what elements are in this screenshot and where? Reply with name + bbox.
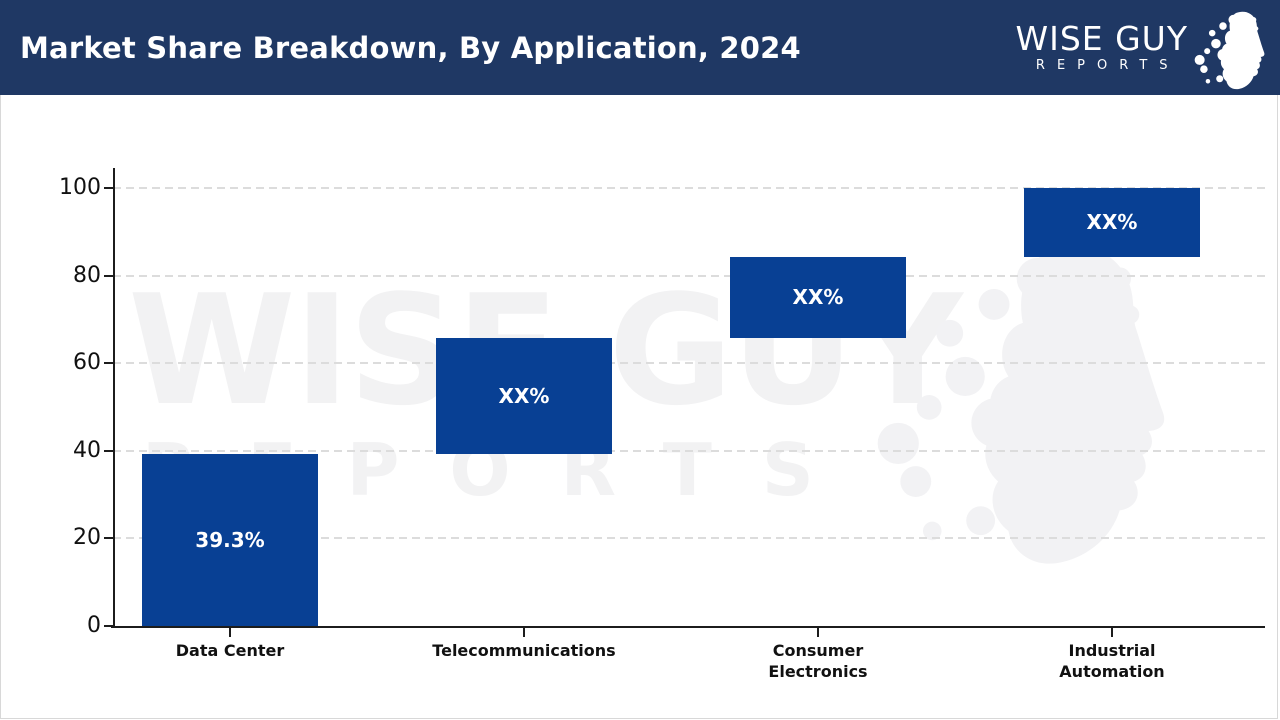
logo-subtitle: REPORTS	[1035, 57, 1180, 73]
category-label-line: Telecommunications	[432, 641, 616, 660]
header-bar: Market Share Breakdown, By Application, …	[0, 0, 1280, 95]
category-label-line: Consumer	[772, 641, 864, 660]
bar-value-label: XX%	[498, 384, 550, 409]
y-tick-label-80: 80	[73, 262, 101, 288]
bar-value-label: 39.3%	[195, 527, 265, 552]
category-label-line: Industrial	[1068, 641, 1156, 660]
category-label: Telecommunications	[404, 640, 644, 661]
category-label: Consumer Electronics	[698, 640, 938, 682]
y-tick-label-20: 20	[73, 525, 101, 551]
bar-value-label: XX%	[792, 285, 844, 310]
x-tick-mark	[817, 628, 819, 637]
gridline-40	[113, 449, 1265, 452]
y-tick-mark-80	[104, 274, 113, 277]
y-tick-label-0: 0	[87, 613, 101, 638]
y-tick-mark-60	[104, 362, 113, 365]
category-label: Data Center	[110, 640, 350, 661]
gridline-20	[113, 537, 1265, 540]
page-title: Market Share Breakdown, By Application, …	[20, 30, 801, 65]
gridline-80	[113, 274, 1265, 277]
category-label-line: Electronics	[768, 662, 868, 681]
y-tick-mark-20	[104, 537, 113, 540]
category-label-line: Automation	[1059, 662, 1165, 681]
y-tick-mark-100	[104, 187, 113, 189]
bar-segment: XX%	[436, 338, 612, 454]
y-tick-label-40: 40	[73, 437, 101, 463]
x-tick-mark	[523, 628, 525, 637]
bar-segment: XX%	[730, 256, 906, 339]
gridline-60	[113, 362, 1265, 365]
logo-wordmark: WISE GUY	[1015, 18, 1188, 58]
gridline-100	[113, 187, 1265, 189]
wise-guy-reports-logo: WISE GUY REPORTS	[1015, 0, 1270, 95]
y-tick-mark-40	[104, 449, 113, 452]
x-axis-line	[111, 626, 1265, 628]
y-tick-label-100: 100	[59, 175, 101, 200]
y-axis-line	[113, 168, 115, 628]
bar-segment: 39.3%	[142, 453, 318, 626]
y-tick-mark-0	[104, 625, 113, 627]
logo-head-profile-icon	[1194, 11, 1265, 89]
logo-text: WISE GUY REPORTS	[1015, 18, 1188, 74]
x-tick-mark	[229, 628, 231, 637]
x-tick-mark	[1111, 628, 1113, 637]
bar-segment: XX%	[1024, 188, 1200, 257]
category-label-line: Data Center	[175, 641, 285, 660]
y-tick-label-60: 60	[73, 350, 101, 376]
bar-value-label: XX%	[1086, 210, 1138, 235]
category-label: Industrial Automation	[992, 640, 1232, 682]
